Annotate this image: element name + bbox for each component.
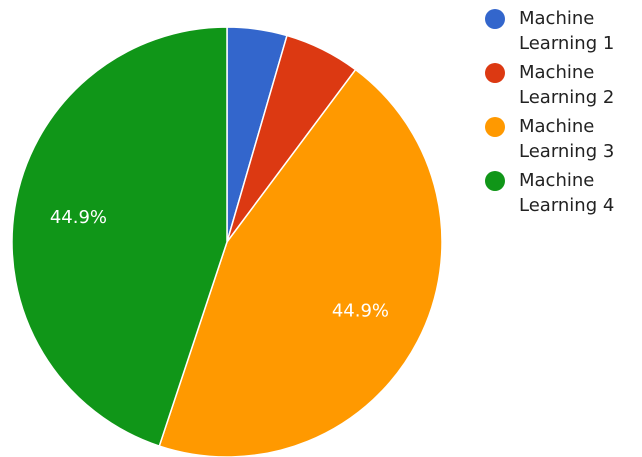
legend-item: Machine Learning 1: [485, 6, 619, 56]
legend-item: Machine Learning 4: [485, 168, 619, 218]
legend-item: Machine Learning 2: [485, 60, 619, 110]
pie-slice: [158, 68, 443, 457]
legend-label: Machine Learning 4: [519, 170, 615, 216]
legend-swatch: [485, 117, 505, 137]
legend-swatch: [485, 9, 505, 29]
legend-label: Machine Learning 3: [519, 116, 615, 162]
legend-label: Machine Learning 2: [519, 62, 615, 108]
legend-swatch: [485, 63, 505, 83]
legend-item: Machine Learning 3: [485, 114, 619, 164]
chart: 44.9% 44.9%: [11, 26, 443, 457]
legend-swatch: [485, 171, 505, 191]
legend-label: Machine Learning 1: [519, 8, 615, 54]
slice-label: 44.9%: [50, 207, 107, 228]
slice-label: 44.9%: [332, 301, 389, 322]
pie-slice: [11, 26, 228, 448]
legend: Machine Learning 1 Machine Learning 2 Mach…: [485, 6, 635, 222]
